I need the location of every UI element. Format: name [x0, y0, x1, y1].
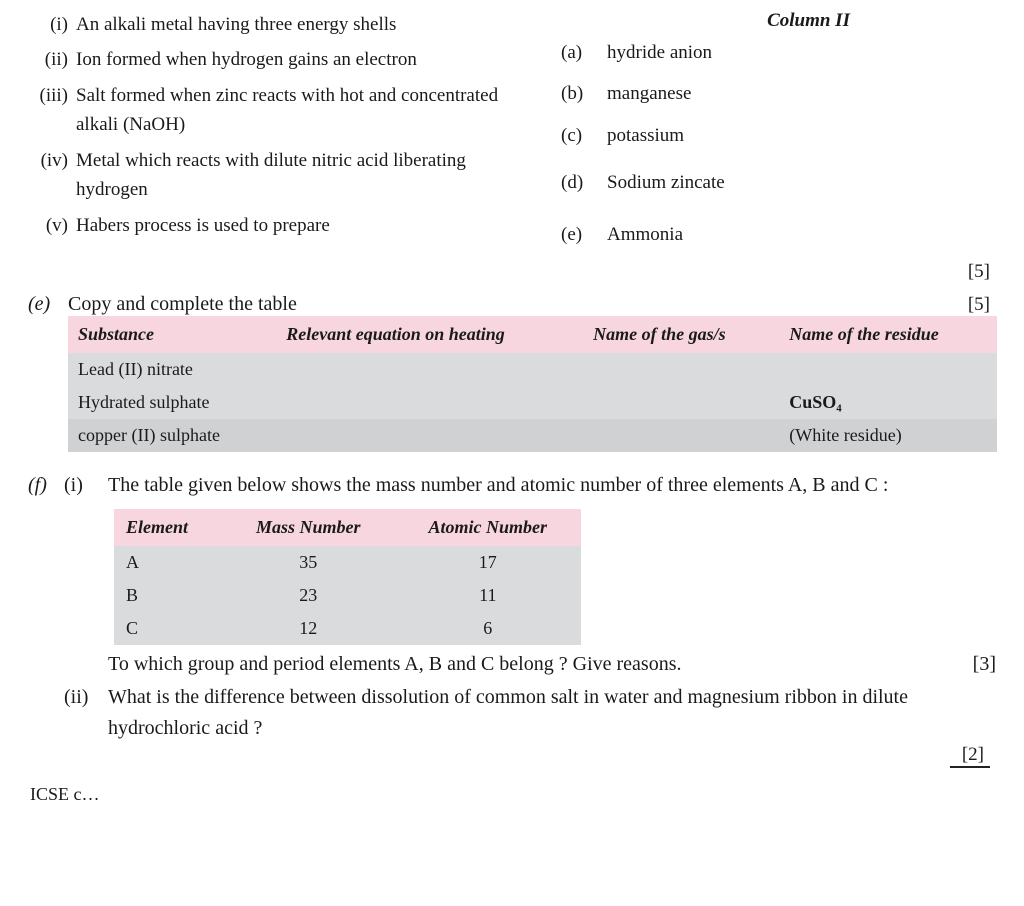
table-row: Lead (II) nitrate — [68, 353, 997, 386]
column-ii: Column II (a) hydride anion (b) manganes… — [551, 10, 996, 261]
question-text: The table given below shows the mass num… — [108, 470, 996, 501]
cell: 35 — [222, 546, 395, 579]
marks-badge: [3] — [946, 653, 996, 676]
cell — [583, 386, 779, 419]
cell: Lead (II) nitrate — [68, 353, 276, 386]
sub-label: (i) — [64, 470, 108, 501]
page: (i) An alkali metal having three energy … — [0, 0, 1024, 815]
col2-item: (c) potassium — [561, 121, 996, 150]
table-row: copper (II) sulphate (White residue) — [68, 419, 997, 452]
col1-item: (iv) Metal which reacts with dilute nitr… — [28, 146, 541, 205]
marks-badge: [5] — [968, 294, 996, 316]
item-text: An alkali metal having three energy shel… — [76, 10, 541, 39]
th-element: Element — [114, 509, 222, 546]
cell: C — [114, 612, 222, 645]
cell: B — [114, 579, 222, 612]
item-label: (a) — [561, 38, 607, 67]
question-text: What is the difference between dissoluti… — [108, 682, 996, 744]
underline-icon — [950, 766, 990, 768]
item-label: (v) — [28, 211, 76, 240]
item-label: (ii) — [28, 45, 76, 74]
item-label: (c) — [561, 121, 607, 150]
item-label: (iii) — [28, 81, 76, 110]
part-e-heading: (e) Copy and complete the table [5] — [28, 293, 996, 316]
marks-group: [5] — [28, 261, 996, 283]
part-f: (f) (i) The table given below shows the … — [28, 470, 996, 768]
item-text: manganese — [607, 79, 691, 108]
part-f-i: (f) (i) The table given below shows the … — [28, 470, 996, 501]
item-label: (iv) — [28, 146, 76, 175]
item-label: (d) — [561, 168, 607, 197]
item-text: Ammonia — [607, 220, 683, 249]
cell — [276, 386, 583, 419]
part-label: (f) — [28, 470, 64, 501]
th-residue: Name of the residue — [779, 316, 997, 353]
table-row: Hydrated sulphate CuSO₄ — [68, 386, 997, 419]
cell: copper (II) sulphate — [68, 419, 276, 452]
table-row: C 12 6 — [114, 612, 581, 645]
marks-two-wrap: [2] — [28, 744, 996, 768]
table-row: A 35 17 — [114, 546, 581, 579]
part-label: (e) — [28, 293, 60, 316]
col1-item: (iii) Salt formed when zinc reacts with … — [28, 81, 541, 140]
cell — [779, 353, 997, 386]
question-text: To which group and period elements A, B … — [108, 653, 946, 676]
item-label: (e) — [561, 220, 607, 249]
cell: CuSO₄ — [779, 386, 997, 419]
th-gas: Name of the gas/s — [583, 316, 779, 353]
marks-badge: [5] — [968, 261, 996, 283]
col2-item: (b) manganese — [561, 79, 996, 108]
table-row: B 23 11 — [114, 579, 581, 612]
item-label: (b) — [561, 79, 607, 108]
cell — [276, 353, 583, 386]
part-f-i-after: To which group and period elements A, B … — [108, 653, 996, 676]
cell: 11 — [395, 579, 582, 612]
item-text: hydride anion — [607, 38, 712, 67]
part-f-ii: (ii) What is the difference between diss… — [28, 682, 996, 744]
col1-item: (ii) Ion formed when hydrogen gains an e… — [28, 45, 541, 74]
column-ii-header: Column II — [561, 10, 996, 32]
item-text: Metal which reacts with dilute nitric ac… — [76, 146, 541, 205]
th-substance: Substance — [68, 316, 276, 353]
footer-cutoff: ICSE c… — [28, 784, 996, 805]
col1-item: (i) An alkali metal having three energy … — [28, 10, 541, 39]
cell: (White residue) — [779, 419, 997, 452]
item-text: potassium — [607, 121, 684, 150]
marks-badge: [2] — [962, 744, 990, 766]
copy-complete-table: Substance Relevant equation on heating N… — [68, 316, 997, 452]
cell — [276, 419, 583, 452]
part-text: Copy and complete the table — [68, 293, 297, 316]
item-text: Ion formed when hydrogen gains an electr… — [76, 45, 541, 74]
col2-item: (d) Sodium zincate — [561, 168, 996, 197]
item-text: Sodium zincate — [607, 168, 725, 197]
th-equation: Relevant equation on heating — [276, 316, 583, 353]
th-atomic: Atomic Number — [395, 509, 582, 546]
col2-item: (e) Ammonia — [561, 220, 996, 249]
col1-item: (v) Habers process is used to prepare — [28, 211, 541, 240]
col2-item: (a) hydride anion — [561, 38, 996, 67]
cell: 17 — [395, 546, 582, 579]
cell: A — [114, 546, 222, 579]
cell: 23 — [222, 579, 395, 612]
matching-columns: (i) An alkali metal having three energy … — [28, 10, 996, 261]
cell: Hydrated sulphate — [68, 386, 276, 419]
cell — [583, 353, 779, 386]
column-i: (i) An alkali metal having three energy … — [28, 10, 541, 261]
cell: 6 — [395, 612, 582, 645]
cell — [583, 419, 779, 452]
sub-label: (ii) — [64, 682, 108, 713]
item-text: Habers process is used to prepare — [76, 211, 541, 240]
item-text: Salt formed when zinc reacts with hot an… — [76, 81, 541, 140]
item-label: (i) — [28, 10, 76, 39]
cell: 12 — [222, 612, 395, 645]
th-mass: Mass Number — [222, 509, 395, 546]
elements-table: Element Mass Number Atomic Number A 35 1… — [114, 509, 581, 645]
